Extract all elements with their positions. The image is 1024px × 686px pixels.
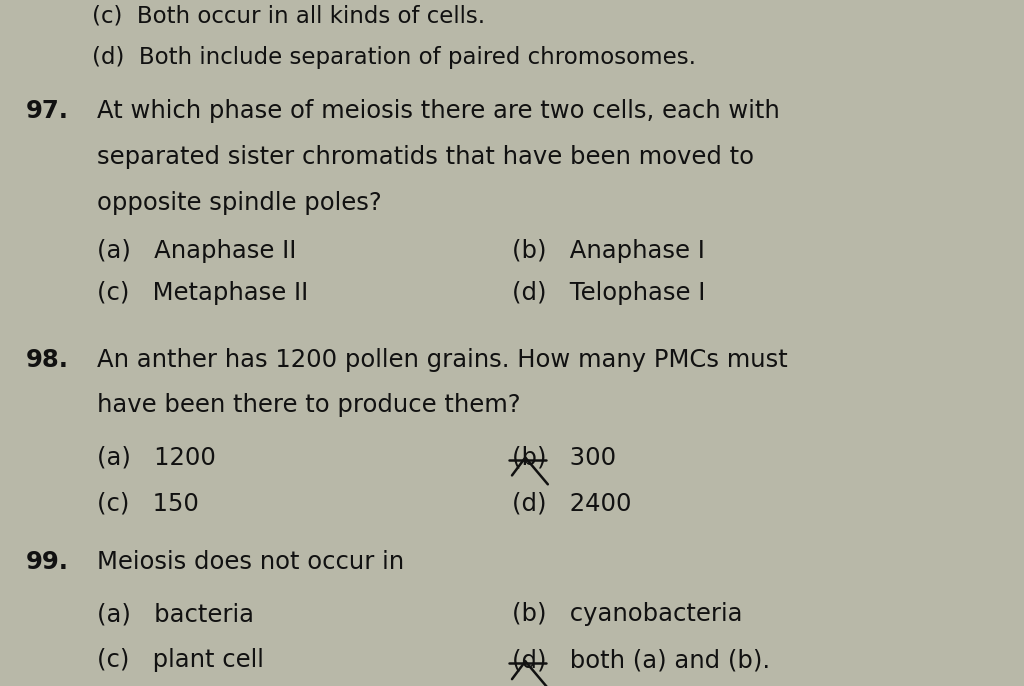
Text: (a)   bacteria: (a) bacteria	[97, 602, 254, 626]
Text: (c)  Both occur in all kinds of cells.: (c) Both occur in all kinds of cells.	[92, 4, 485, 27]
Text: 99.: 99.	[26, 550, 69, 574]
Text: 98.: 98.	[26, 348, 69, 372]
Text: (a)   1200: (a) 1200	[97, 446, 216, 470]
Text: At which phase of meiosis there are two cells, each with: At which phase of meiosis there are two …	[97, 99, 780, 123]
Text: (a)   Anaphase II: (a) Anaphase II	[97, 239, 297, 263]
Text: (d)   Telophase I: (d) Telophase I	[512, 281, 706, 305]
Text: (b)   300: (b) 300	[512, 446, 616, 470]
Text: An anther has 1200 pollen grains. How many PMCs must: An anther has 1200 pollen grains. How ma…	[97, 348, 788, 372]
Text: (c)   Metaphase II: (c) Metaphase II	[97, 281, 308, 305]
Text: (d)   both (a) and (b).: (d) both (a) and (b).	[512, 648, 770, 672]
Text: (b)   cyanobacteria: (b) cyanobacteria	[512, 602, 742, 626]
Text: Meiosis does not occur in: Meiosis does not occur in	[97, 550, 404, 574]
Text: separated sister chromatids that have been moved to: separated sister chromatids that have be…	[97, 145, 755, 169]
Text: opposite spindle poles?: opposite spindle poles?	[97, 191, 382, 215]
Text: have been there to produce them?: have been there to produce them?	[97, 393, 521, 417]
Text: (c)   plant cell: (c) plant cell	[97, 648, 264, 672]
Text: 97.: 97.	[26, 99, 69, 123]
Text: (c)   150: (c) 150	[97, 492, 199, 516]
Text: (d)   2400: (d) 2400	[512, 492, 632, 516]
Text: (b)   Anaphase I: (b) Anaphase I	[512, 239, 705, 263]
Text: (d)  Both include separation of paired chromosomes.: (d) Both include separation of paired ch…	[92, 45, 696, 69]
